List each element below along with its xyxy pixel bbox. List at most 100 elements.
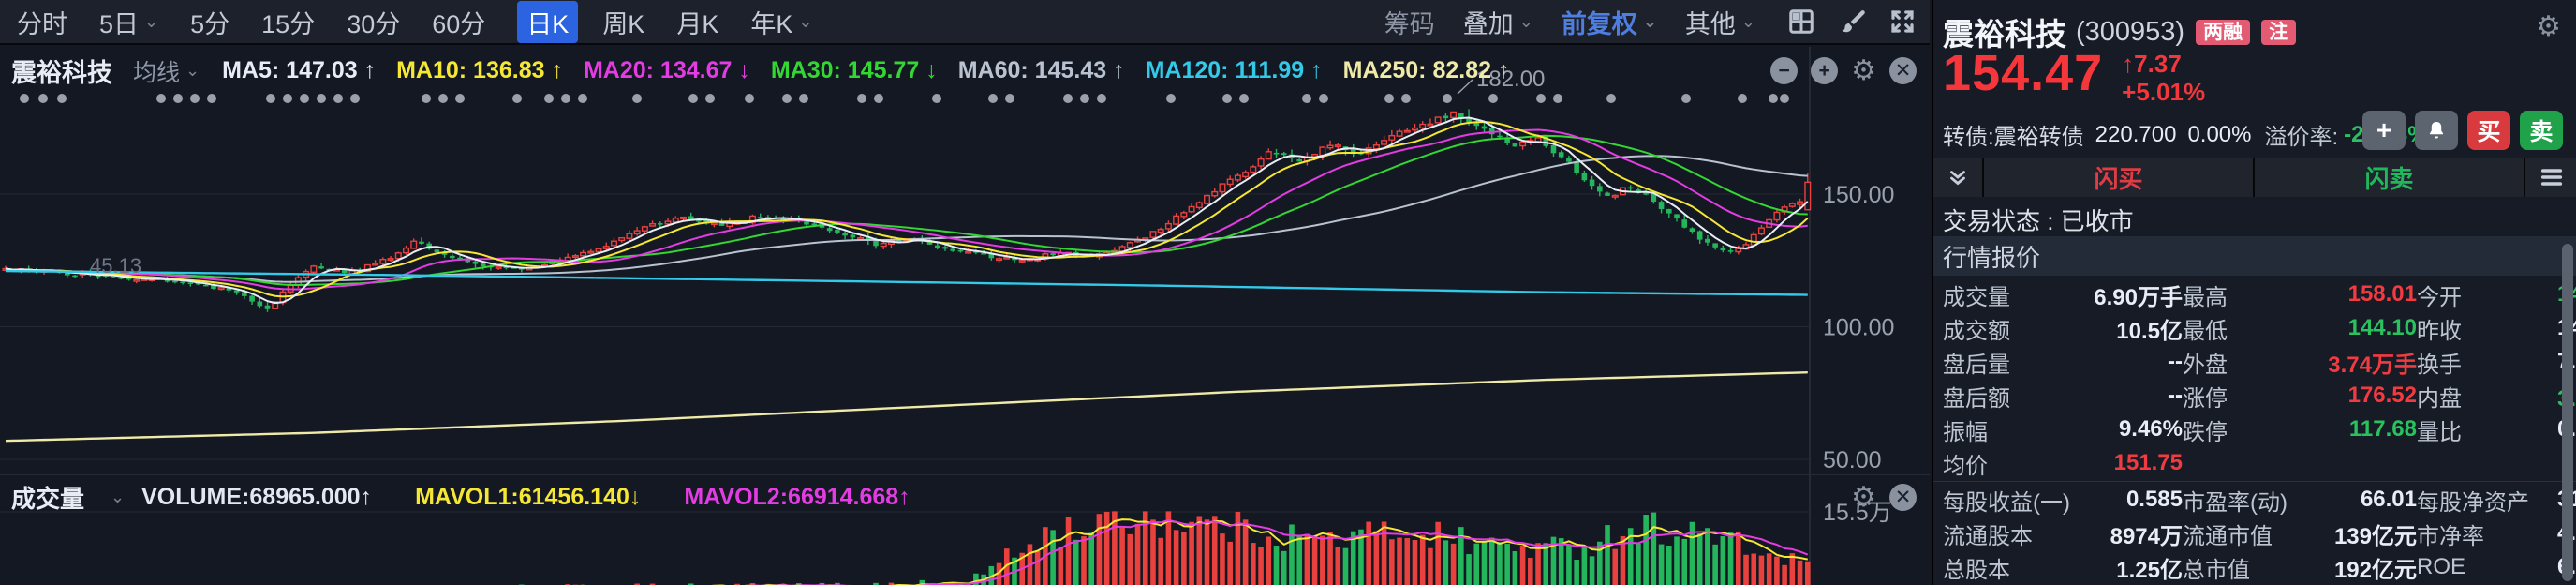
quote-label: 跌停 (2183, 419, 2228, 445)
period-tab-5日[interactable]: 5日 ⌄ (99, 9, 159, 38)
period-tab-年K[interactable]: 年K ⌄ (750, 9, 813, 38)
ma-selector[interactable]: 均线 ⌄ (133, 59, 200, 86)
note-badge[interactable]: 注 (2261, 19, 2297, 45)
flash-trade-row: 闪买 闪卖 (1933, 158, 2576, 197)
quote-value: 0.585 (2125, 487, 2183, 512)
svg-text:150.00: 150.00 (1823, 182, 1894, 208)
tool-前复权[interactable]: 前复权 ⌄ (1561, 9, 1657, 38)
svg-text:50.00: 50.00 (1823, 447, 1882, 473)
chevron-down-icon: ⌄ (1518, 11, 1533, 31)
legend-ma120: MA120: 111.99 ↑ (1145, 57, 1323, 83)
period-tabs: 分时 5日 ⌄ 5分 15分 30分 60分 日K 周K 月K 年K ⌄ (17, 0, 844, 43)
legend-ma30: MA30: 145.77 ↓ (770, 57, 938, 83)
quote-label: 总股本 (1943, 557, 2010, 583)
quote-label: 换手 (2417, 352, 2462, 378)
quote-label: 量比 (2417, 419, 2462, 445)
quote-grid: 成交量6.90万手最高158.01今开144.10成交额10.5亿最低144.1… (1933, 278, 2576, 584)
volume-legend: 成交量 ⌄ VOLUME:68965.000↑ MAVOL1:61456.140… (11, 480, 1917, 515)
tool-筹码[interactable]: 筹码 (1384, 9, 1435, 38)
quote-value: -- (2168, 349, 2183, 374)
quote-value: 158.01 (2347, 281, 2417, 307)
volume-title[interactable]: 成交量 (11, 485, 85, 513)
scrollbar-thumb[interactable] (2562, 244, 2573, 581)
quote-value: 9.46% (2118, 416, 2183, 442)
premium-label: 溢价率: (2264, 125, 2339, 150)
flash-buy-button[interactable]: 闪买 (1984, 158, 2253, 197)
stock-code: (300953) (2076, 16, 2185, 47)
tool-叠加[interactable]: 叠加 ⌄ (1462, 9, 1533, 38)
bond-label: 转债:震裕转债 (1943, 125, 2084, 150)
buy-button[interactable]: 买 (2467, 111, 2510, 150)
quote-value: -- (2168, 382, 2183, 408)
quote-label: 总市值 (2183, 557, 2250, 583)
sell-button[interactable]: 卖 (2520, 111, 2563, 150)
quote-label: 内盘 (2417, 385, 2462, 412)
period-tab-周K[interactable]: 周K (602, 9, 645, 38)
period-tab-30分[interactable]: 30分 (347, 9, 401, 38)
quote-label: 盘后量 (1943, 352, 2010, 378)
fullscreen-icon[interactable] (1888, 8, 1917, 36)
period-tab-月K[interactable]: 月K (676, 9, 719, 38)
quote-value: 139亿元 (2333, 523, 2417, 549)
alert-bell-button[interactable] (2415, 111, 2458, 150)
mavol1-value: MAVOL1:61456.140↓ (415, 484, 642, 510)
flash-sell-button[interactable]: 闪卖 (2255, 158, 2524, 197)
quote-row: 均价 151.75 (1933, 446, 2576, 480)
quote-label: 涨停 (2183, 385, 2228, 412)
trading-status: 交易状态 : 已收市 (1943, 207, 2134, 235)
settings-icon[interactable]: ⚙ (1851, 54, 1876, 86)
chevron-down-icon: ⌄ (144, 11, 159, 31)
period-tab-分时[interactable]: 分时 (17, 9, 67, 38)
quote-label: 外盘 (2183, 352, 2228, 378)
quote-label: 今开 (2417, 284, 2462, 310)
quote-row: 盘后量--外盘3.74万手换手7.69% (1933, 345, 2576, 379)
legend-ma5: MA5: 147.03 ↑ (222, 57, 377, 83)
settings-icon[interactable]: ⚙ (2536, 11, 2561, 42)
quote-label: 昨收 (2417, 318, 2462, 344)
legend-ma60: MA60: 145.43 ↑ (957, 57, 1125, 83)
period-tab-60分[interactable]: 60分 (432, 9, 486, 38)
quote-label: 成交量 (1943, 284, 2010, 310)
brush-icon[interactable] (1838, 8, 1866, 36)
zoom-out-icon[interactable]: − (1770, 57, 1799, 84)
period-toolbar: 分时 5日 ⌄ 5分 15分 30分 60分 日K 周K 月K 年K ⌄ 筹码 叠加 ⌄ 前复权 ⌄ 其他 ⌄ (0, 0, 1930, 45)
close-icon[interactable]: ✕ (1889, 57, 1917, 84)
chevron-down-icon: ⌄ (1642, 11, 1657, 31)
period-tab-15分[interactable]: 15分 (261, 9, 316, 38)
quote-row: 流通股本8974万流通市值139亿元市净率4.95 (1933, 517, 2576, 550)
tool-其他[interactable]: 其他 ⌄ (1684, 9, 1755, 38)
bond-price: 220.700 (2095, 121, 2177, 147)
quote-value: 6.90万手 (2094, 284, 2183, 310)
close-icon[interactable]: ✕ (1889, 484, 1917, 511)
scrollbar[interactable] (2561, 236, 2574, 585)
settings-icon[interactable]: ⚙ (1851, 481, 1876, 513)
chevron-down-icon: ⌄ (185, 61, 200, 80)
quote-value: 144.10 (2347, 315, 2417, 340)
quote-value: 176.52 (2347, 382, 2417, 408)
quote-label: 流通股本 (1943, 523, 2033, 549)
period-tab-日K[interactable]: 日K (517, 0, 579, 43)
margin-badge[interactable]: 两融 (2196, 19, 2251, 45)
convertible-bond-row[interactable]: 转债:震裕转债 220.700 0.00% 溢价率: -22.08% (1943, 118, 2428, 151)
add-to-watchlist-button[interactable]: + (2362, 111, 2406, 150)
period-tab-5分[interactable]: 5分 (190, 9, 230, 38)
zoom-in-icon[interactable]: + (1811, 57, 1839, 84)
candlestick-pane[interactable]: 150.00 100.00 50.00 182.00 45.13 震裕科技 均线 ⌄ MA… (0, 47, 1930, 474)
filter-icon[interactable] (1933, 158, 1982, 197)
menu-icon[interactable] (2525, 158, 2576, 197)
svg-text:45.13: 45.13 (90, 254, 141, 278)
volume-pane[interactable]: 15.5万 成交量 ⌄ VOLUME:68965.000↑ MAVOL1:614… (0, 474, 1930, 585)
grid-layout-icon[interactable] (1787, 8, 1815, 36)
legend-stock-name: 震裕科技 (11, 59, 112, 87)
toolbar-right: 筹码 叠加 ⌄ 前复权 ⌄ 其他 ⌄ (1356, 4, 1917, 40)
stock-name: 震裕科技 (1943, 17, 2066, 52)
quote-label: 最低 (2183, 318, 2228, 344)
quote-value: 10.5亿 (2116, 318, 2183, 344)
volume-chart[interactable]: 15.5万 (0, 475, 1930, 585)
quote-label: 每股收益(一) (1943, 489, 2070, 516)
quote-label: 成交额 (1943, 318, 2010, 344)
candlestick-chart[interactable]: 150.00 100.00 50.00 182.00 45.13 (0, 47, 1930, 474)
